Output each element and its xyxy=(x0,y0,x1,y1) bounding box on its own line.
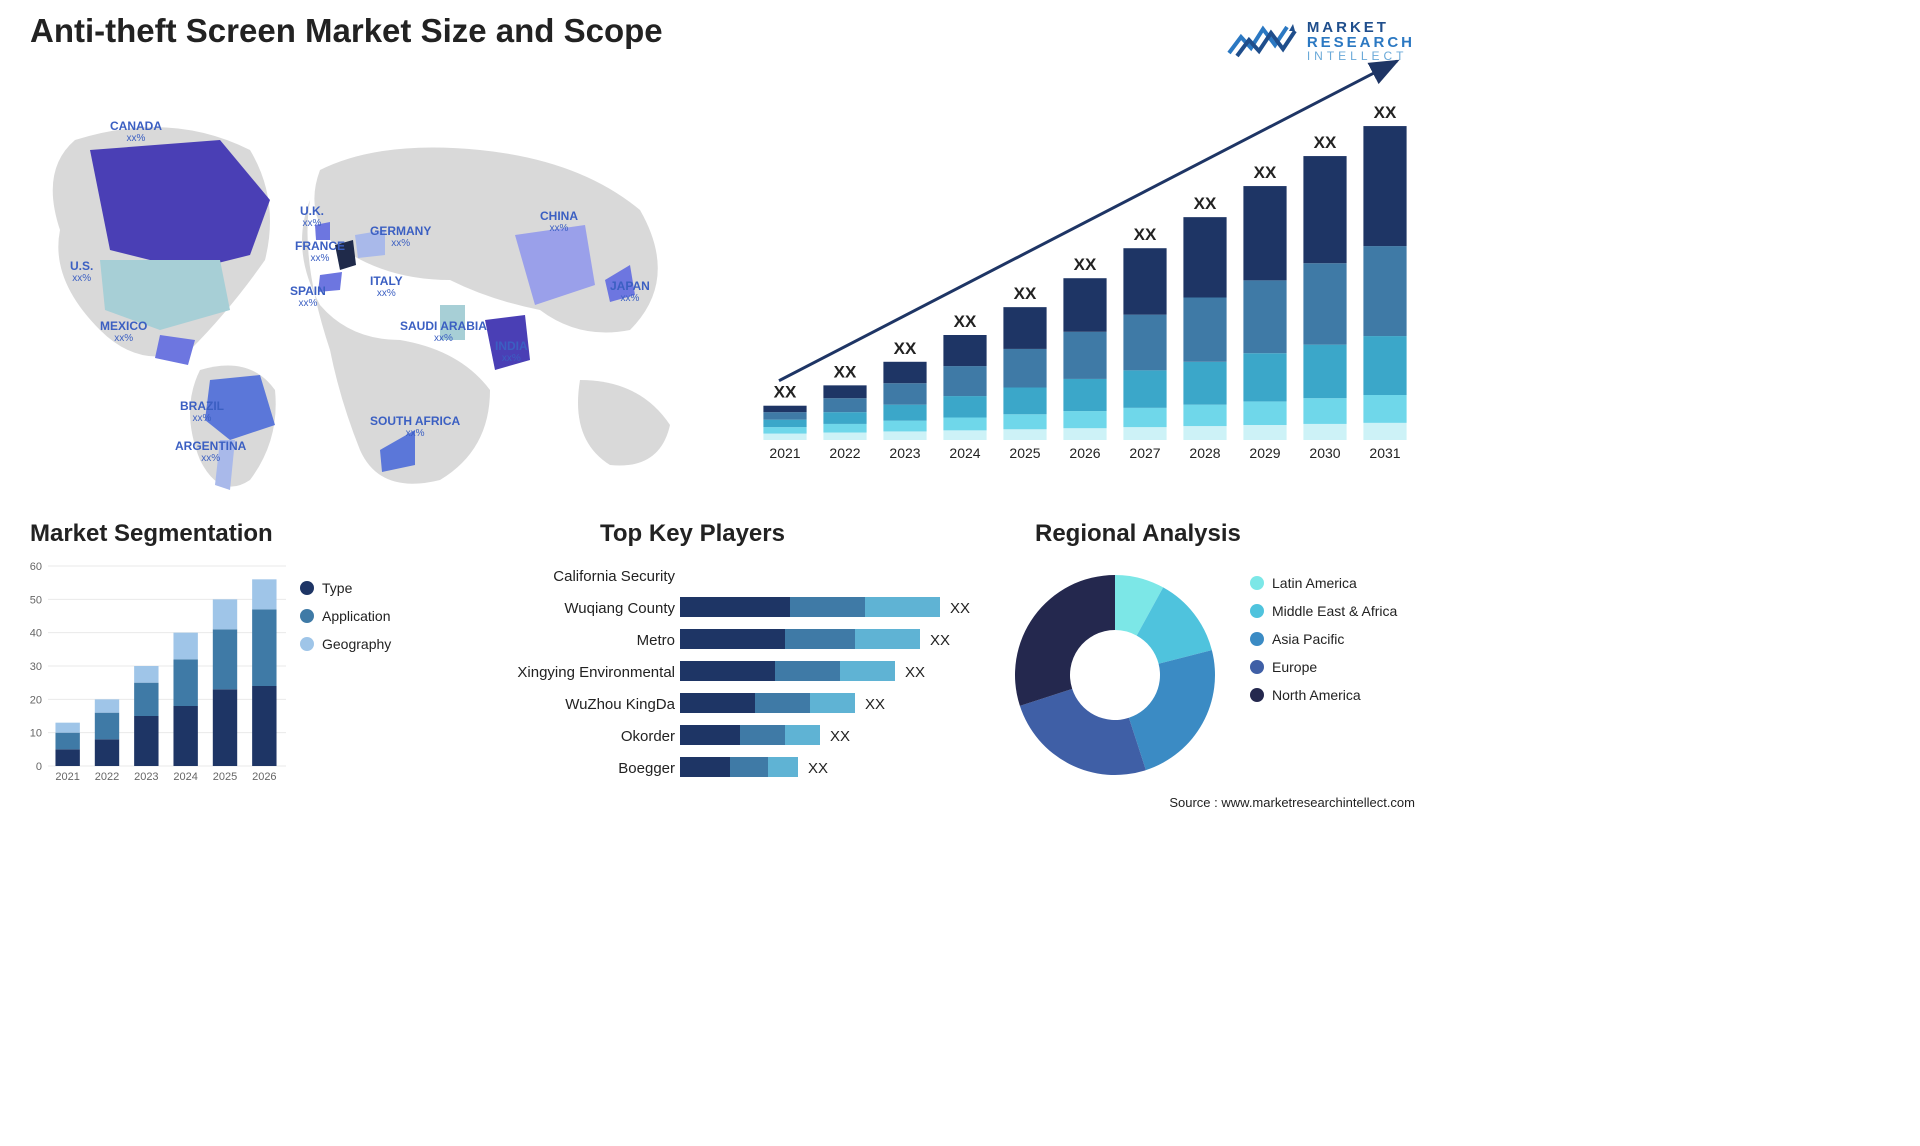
svg-text:2023: 2023 xyxy=(134,771,158,783)
regional-legend: Latin America Middle East & Africa Asia Pa… xyxy=(1250,575,1397,715)
svg-text:XX: XX xyxy=(1374,103,1397,122)
svg-text:XX: XX xyxy=(930,632,950,649)
segmentation-chart: 0 10 20 30 40 50 60 2021 2022 2023 2024 2025 2026 xyxy=(20,560,290,790)
map-label-argentina: ARGENTINAxx% xyxy=(175,440,246,464)
svg-text:2025: 2025 xyxy=(213,771,237,783)
map-label-italy: ITALYxx% xyxy=(370,275,403,299)
map-label-france: FRANCExx% xyxy=(295,240,345,264)
svg-text:XX: XX xyxy=(894,339,917,358)
svg-text:XX: XX xyxy=(834,362,857,381)
svg-text:2021: 2021 xyxy=(55,771,79,783)
logo-line2: RESEARCH xyxy=(1307,35,1415,50)
svg-text:XX: XX xyxy=(954,312,977,331)
region-legend-europe: Europe xyxy=(1250,659,1397,675)
seg-legend-application: Application xyxy=(300,608,391,624)
svg-text:10: 10 xyxy=(30,728,42,740)
svg-text:2030: 2030 xyxy=(1309,445,1340,461)
source-text: Source : www.marketresearchintellect.com xyxy=(1169,795,1415,810)
segmentation-legend: Type Application Geography xyxy=(300,580,391,664)
svg-text:Boegger: Boegger xyxy=(618,760,675,777)
svg-text:XX: XX xyxy=(1074,255,1097,274)
map-label-spain: SPAINxx% xyxy=(290,285,326,309)
svg-text:XX: XX xyxy=(1314,133,1337,152)
region-legend-asia-pacific: Asia Pacific xyxy=(1250,631,1397,647)
svg-text:2026: 2026 xyxy=(1069,445,1100,461)
map-label-brazil: BRAZILxx% xyxy=(180,400,224,424)
logo-line1: MARKET xyxy=(1307,20,1415,35)
map-label-japan: JAPANxx% xyxy=(610,280,650,304)
svg-text:2027: 2027 xyxy=(1129,445,1160,461)
map-label-germany: GERMANYxx% xyxy=(370,225,431,249)
map-label-u.k.: U.K.xx% xyxy=(300,205,324,229)
svg-text:2023: 2023 xyxy=(889,445,920,461)
svg-text:2024: 2024 xyxy=(949,445,980,461)
svg-text:50: 50 xyxy=(30,594,42,606)
svg-text:30: 30 xyxy=(30,661,42,673)
brand-logo: MARKET RESEARCH INTELLECT xyxy=(1227,20,1415,62)
map-label-mexico: MEXICOxx% xyxy=(100,320,147,344)
svg-text:60: 60 xyxy=(30,561,42,573)
svg-text:XX: XX xyxy=(865,696,885,713)
svg-text:Wuqiang County: Wuqiang County xyxy=(564,600,675,617)
svg-text:XX: XX xyxy=(830,728,850,745)
svg-text:2031: 2031 xyxy=(1369,445,1400,461)
segmentation-title: Market Segmentation xyxy=(30,520,273,548)
players-chart: California Security Wuqiang County XX Metro… xyxy=(500,555,960,795)
svg-text:2021: 2021 xyxy=(769,445,800,461)
svg-text:2029: 2029 xyxy=(1249,445,1280,461)
svg-text:20: 20 xyxy=(30,694,42,706)
logo-mark-icon xyxy=(1227,21,1297,61)
svg-text:WuZhou KingDa: WuZhou KingDa xyxy=(565,696,675,713)
region-legend-north-america: North America xyxy=(1250,687,1397,703)
page-title: Anti-theft Screen Market Size and Scope xyxy=(30,12,663,50)
map-label-u.s.: U.S.xx% xyxy=(70,260,93,284)
svg-text:2028: 2028 xyxy=(1189,445,1220,461)
regional-donut xyxy=(1000,560,1230,790)
svg-text:XX: XX xyxy=(774,383,797,402)
logo-line3: INTELLECT xyxy=(1307,50,1415,62)
svg-text:XX: XX xyxy=(1254,163,1277,182)
svg-text:XX: XX xyxy=(905,664,925,681)
players-title: Top Key Players xyxy=(600,520,785,548)
svg-text:2022: 2022 xyxy=(829,445,860,461)
svg-text:XX: XX xyxy=(1194,194,1217,213)
svg-text:XX: XX xyxy=(1134,225,1157,244)
seg-legend-geography: Geography xyxy=(300,636,391,652)
svg-text:XX: XX xyxy=(1014,284,1037,303)
map-label-canada: CANADAxx% xyxy=(110,120,162,144)
svg-text:Okorder: Okorder xyxy=(621,728,675,745)
map-label-saudi-arabia: SAUDI ARABIAxx% xyxy=(400,320,487,344)
map-label-china: CHINAxx% xyxy=(540,210,578,234)
market-size-chart: 2021 XX 2022 XX 2023 XX 2024 XX 2025 XX 2026 XX 2027… xyxy=(755,100,1415,480)
region-legend-middle-east-africa: Middle East & Africa xyxy=(1250,603,1397,619)
map-label-india: INDIAxx% xyxy=(495,340,528,364)
region-legend-latin-america: Latin America xyxy=(1250,575,1397,591)
svg-text:California Security: California Security xyxy=(553,568,675,585)
svg-text:XX: XX xyxy=(950,600,970,617)
world-map: CANADAxx% U.S.xx% MEXICOxx% BRAZILxx% ARGENT… xyxy=(20,80,700,500)
svg-text:Metro: Metro xyxy=(637,632,675,649)
svg-text:Xingying Environmental: Xingying Environmental xyxy=(517,664,675,681)
svg-text:2024: 2024 xyxy=(173,771,197,783)
svg-text:0: 0 xyxy=(36,761,42,773)
svg-text:2022: 2022 xyxy=(95,771,119,783)
svg-text:2026: 2026 xyxy=(252,771,276,783)
svg-text:40: 40 xyxy=(30,628,42,640)
map-label-south-africa: SOUTH AFRICAxx% xyxy=(370,415,460,439)
seg-legend-type: Type xyxy=(300,580,391,596)
svg-text:XX: XX xyxy=(808,760,828,777)
regional-title: Regional Analysis xyxy=(1035,520,1241,548)
svg-text:2025: 2025 xyxy=(1009,445,1040,461)
